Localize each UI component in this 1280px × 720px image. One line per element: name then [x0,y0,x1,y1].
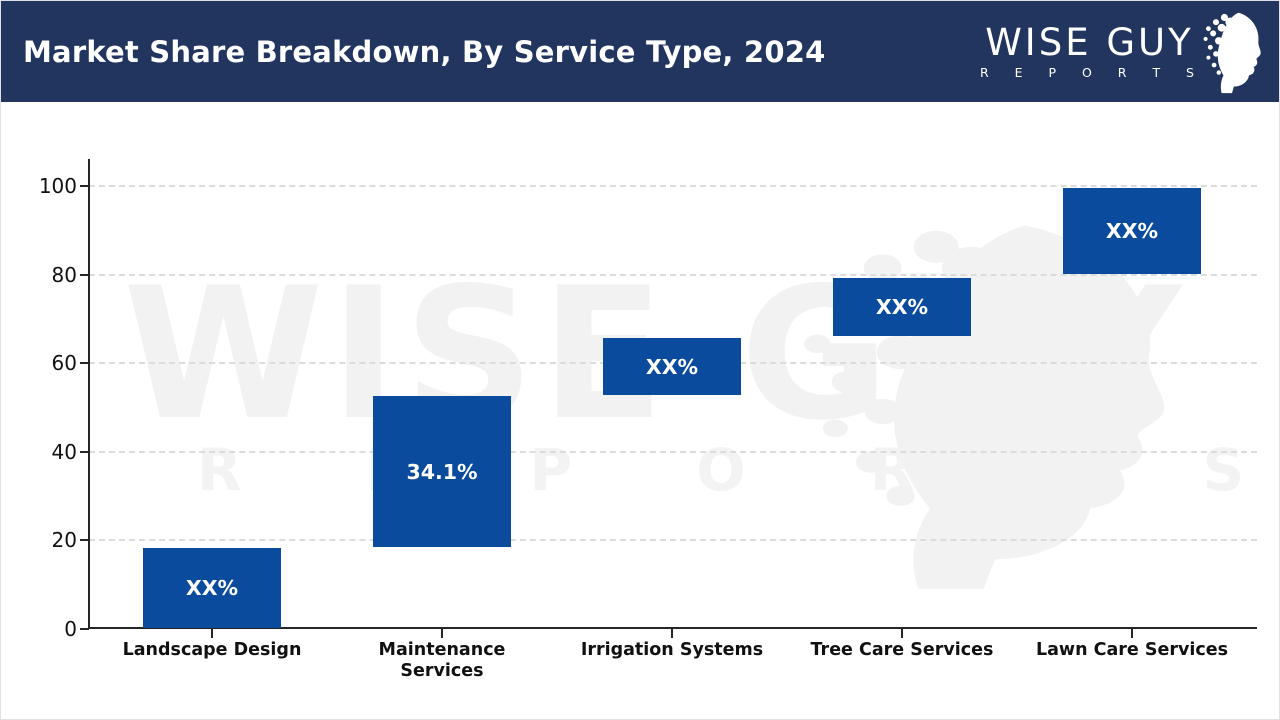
category-label-3: Irrigation Systems [580,640,764,660]
xtick-mark-4 [901,628,903,638]
xtick-mark-3 [671,628,673,638]
page-title: Market Share Breakdown, By Service Type,… [23,34,826,69]
ytick-label-0: 0 [64,616,77,641]
ytick-mark-20 [80,539,89,541]
category-label-1: Landscape Design [122,640,302,660]
ytick-label-60: 60 [51,351,77,375]
bar-maintenance-services: 34.1% [373,396,511,548]
ytick-mark-100 [80,185,89,187]
y-axis-line [88,159,90,629]
logo-text: WISE GUY R E P O R T S [974,20,1205,80]
bar-tree-care-services: XX% [833,277,971,337]
gridline-20 [89,539,1257,541]
bar-lawn-care-services: XX% [1063,188,1201,275]
ytick-label-20: 20 [51,528,77,552]
category-label-2: Maintenance Services [378,640,506,681]
ytick-label-40: 40 [51,439,77,464]
bar-value-label: XX% [875,295,929,320]
x-axis-line [88,627,1257,629]
category-label-4: Tree Care Services [810,640,994,660]
ytick-label-80: 80 [51,262,77,287]
ytick-mark-60 [80,362,89,364]
gridline-100 [89,185,1257,187]
gridline-80 [89,273,1257,276]
bar-value-label: XX% [1105,219,1159,244]
logo-face-icon [1203,12,1261,93]
bar-value-label: XX% [185,576,239,601]
bar-value-label: XX% [645,354,699,379]
bar-value-label: 34.1% [406,459,478,484]
wiseguy-logo: WISE GUY R E P O R T S [974,10,1265,94]
ytick-mark-0 [80,627,89,630]
gridline-40 [89,450,1257,453]
xtick-mark-5 [1131,628,1133,638]
logo-subtitle: R E P O R T S [979,64,1205,80]
header: Market Share Breakdown, By Service Type,… [1,1,1279,102]
ytick-mark-40 [80,450,89,453]
bar-irrigation-systems: XX% [603,338,741,396]
ytick-mark-80 [80,273,89,276]
logo-wordmark: WISE GUY [985,20,1194,64]
xtick-mark-2 [441,628,443,638]
bar-landscape-design: XX% [143,547,281,629]
category-label-5: Lawn Care Services [1035,640,1229,660]
ytick-label-100: 100 [38,174,77,198]
xtick-mark-1 [211,628,213,638]
